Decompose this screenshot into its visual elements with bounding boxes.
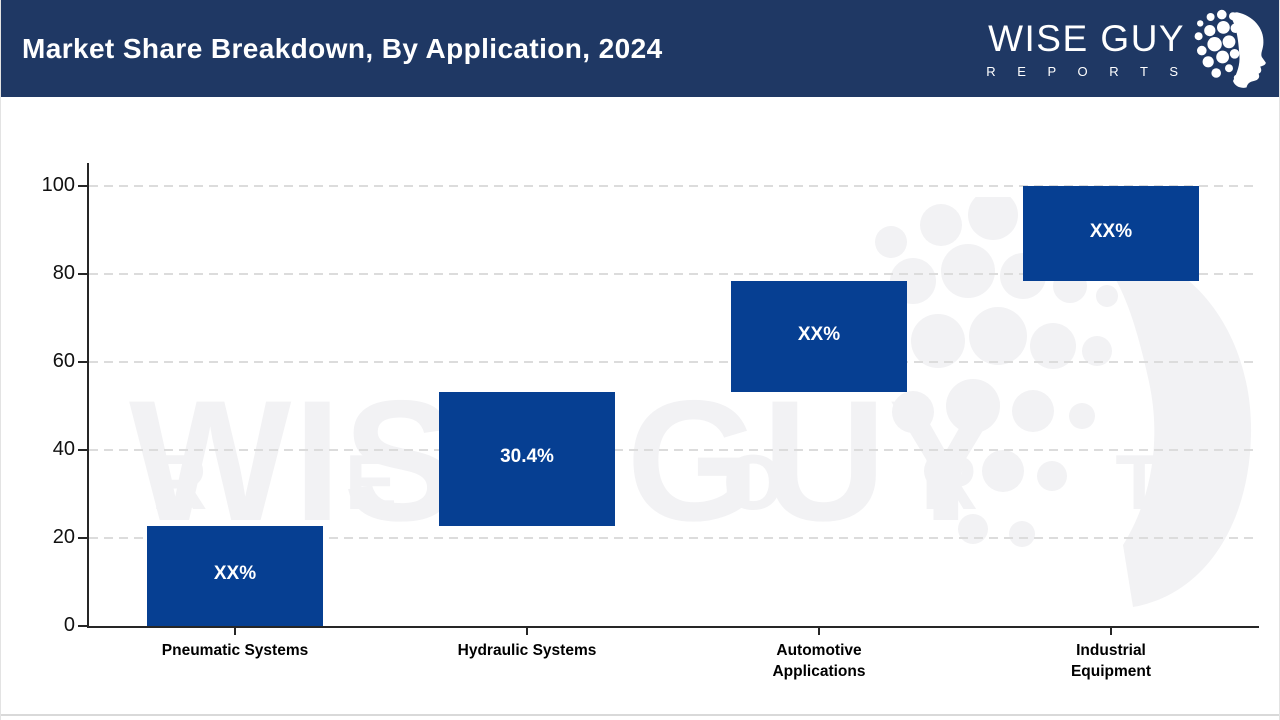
watermark-head-icon	[848, 197, 1252, 607]
brand-logo: WISE GUY R E P O R T S	[986, 7, 1269, 91]
y-axis-tick	[78, 361, 87, 363]
bar-value-label: 30.4%	[500, 446, 554, 468]
page-title: Market Share Breakdown, By Application, …	[22, 32, 663, 64]
bar	[147, 526, 323, 626]
y-axis-tick	[78, 449, 87, 451]
x-category-label: Pneumatic Systems	[161, 642, 309, 659]
gridline	[89, 361, 1257, 363]
y-tick-label: 80	[52, 262, 75, 284]
y-axis-tick	[78, 273, 87, 275]
logo-subtext: R E P O R T S	[986, 63, 1187, 79]
bar	[1023, 186, 1199, 282]
x-axis-line	[87, 626, 1259, 628]
y-axis-tick	[78, 537, 87, 539]
x-category-label: Industrial Equipment	[1070, 642, 1152, 680]
chart-area: WISE GUY R E P O R T S 020406080100XX%Pn…	[1, 97, 1279, 717]
bar-value-label: XX%	[1089, 220, 1133, 242]
gridline	[89, 273, 1257, 275]
gridline	[89, 537, 1257, 539]
watermark-subtext: R E P O R T S	[151, 438, 1279, 526]
brand-logo-text: WISE GUY R E P O R T S	[986, 20, 1187, 79]
y-tick-label: 40	[52, 438, 75, 460]
bottom-border	[1, 714, 1279, 716]
bar-value-label: XX%	[797, 323, 841, 345]
x-axis-tick	[234, 628, 236, 635]
y-axis-tick	[78, 625, 87, 627]
header-bar: Market Share Breakdown, By Application, …	[1, 0, 1279, 97]
gridline	[89, 449, 1257, 451]
x-axis-tick	[818, 628, 820, 635]
y-tick-label: 60	[52, 350, 75, 372]
bar-value-label: XX%	[213, 563, 257, 585]
x-axis-tick	[526, 628, 528, 635]
logo-wordmark: WISE GUY	[988, 17, 1186, 59]
y-axis-tick	[78, 185, 87, 187]
y-axis-line	[87, 163, 89, 628]
y-tick-label: 20	[52, 526, 75, 548]
logo-head-icon	[1194, 9, 1266, 88]
y-tick-label: 100	[41, 174, 75, 196]
bar	[731, 281, 907, 393]
x-category-label: Automotive Applications	[772, 642, 866, 680]
y-tick-label: 0	[63, 614, 75, 636]
x-category-label: Hydraulic Systems	[457, 642, 597, 659]
gridline	[89, 185, 1257, 187]
x-axis-tick	[1110, 628, 1112, 635]
bar	[439, 392, 615, 527]
